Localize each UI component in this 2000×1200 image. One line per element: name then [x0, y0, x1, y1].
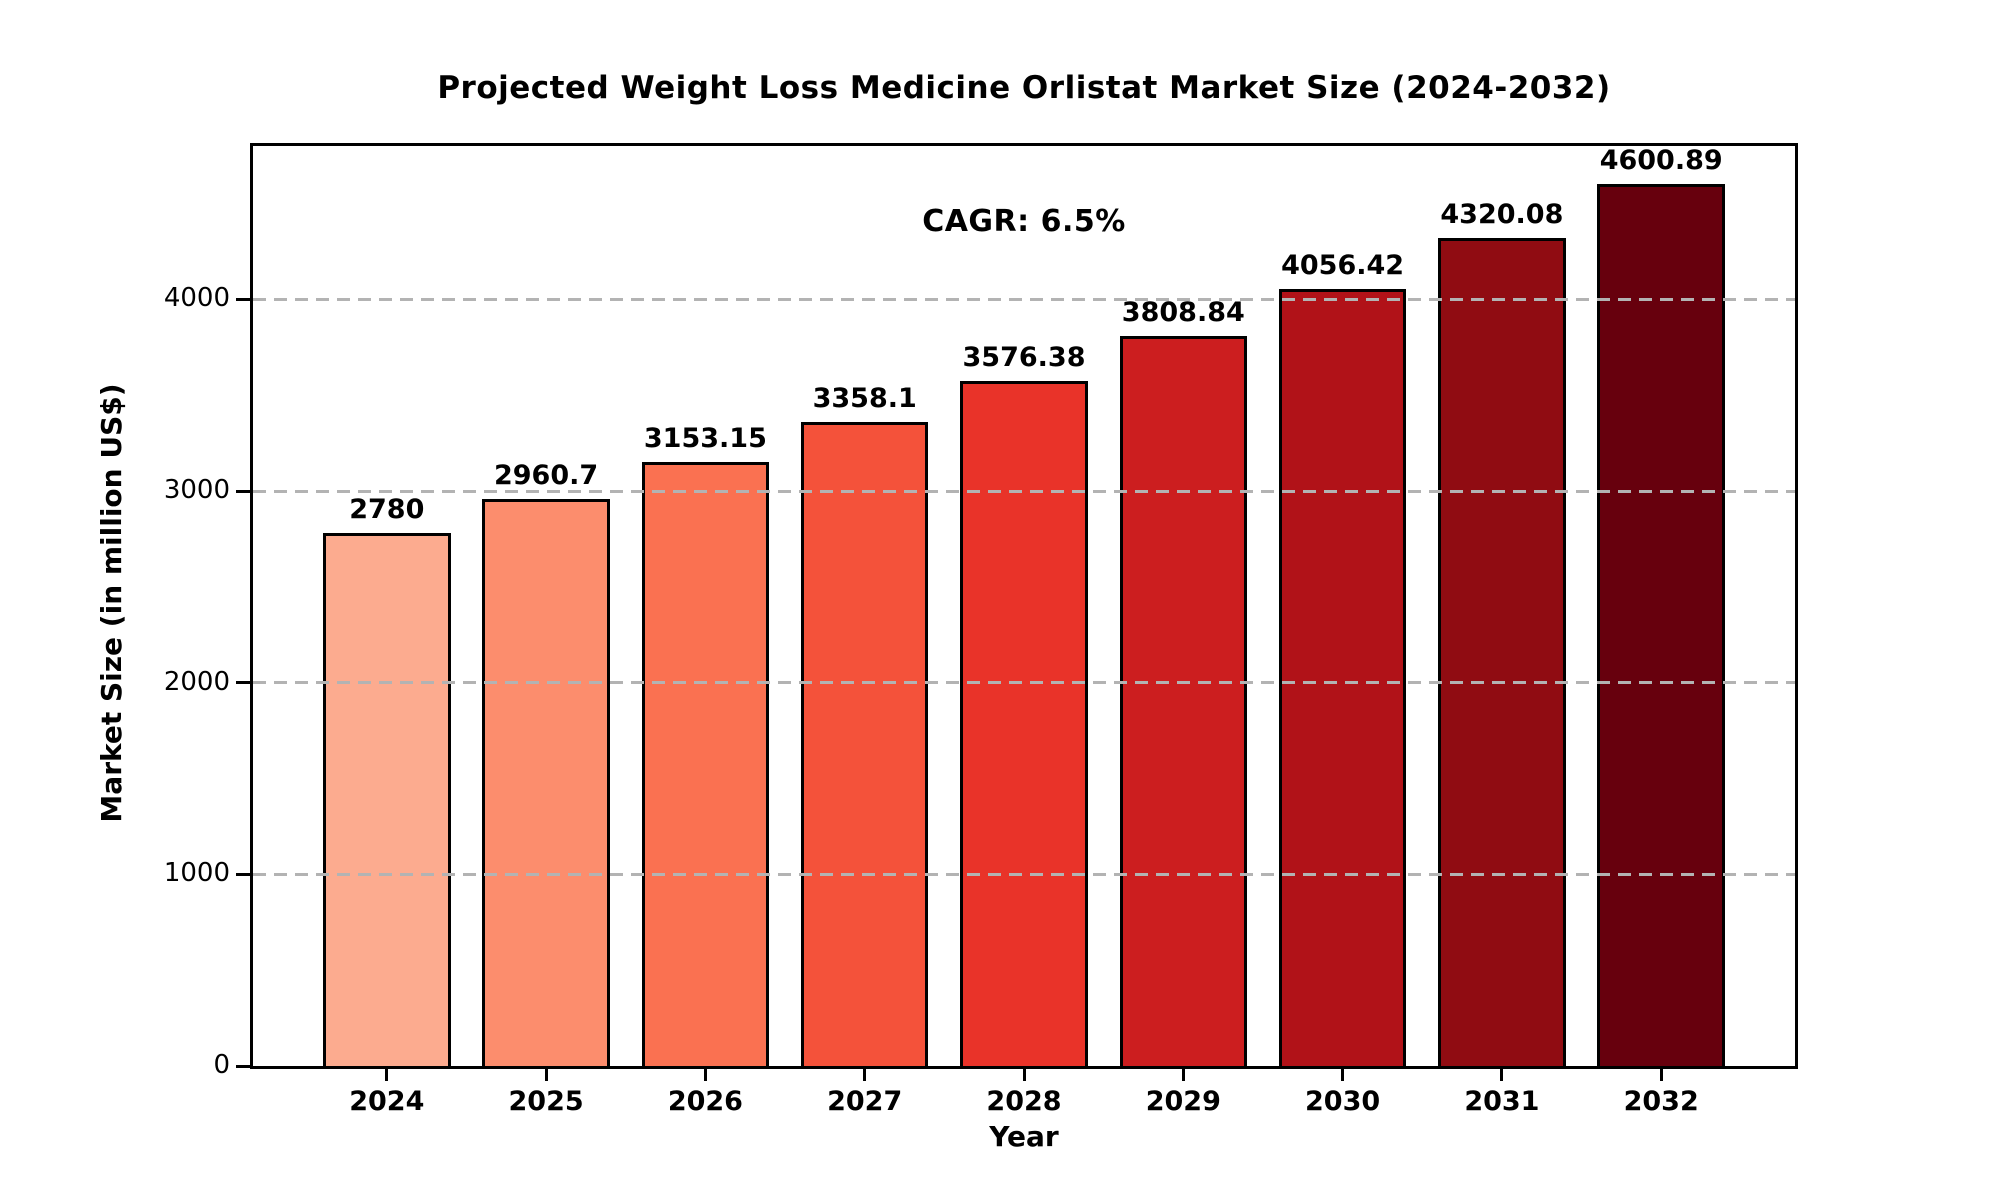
bar — [482, 498, 610, 1066]
x-tick-label: 2032 — [1623, 1086, 1699, 1117]
gridline — [253, 297, 1795, 301]
y-tick-label: 0 — [213, 1050, 230, 1080]
y-tick-mark — [236, 872, 250, 876]
gridline — [253, 681, 1795, 685]
y-tick-mark — [236, 1064, 250, 1068]
bar-value-label: 2960.7 — [493, 459, 599, 491]
x-tick-label: 2030 — [1305, 1086, 1381, 1117]
bar-value-label: 2780 — [349, 494, 425, 526]
x-tick-label: 2024 — [349, 1086, 425, 1117]
x-tick-mark — [1341, 1069, 1345, 1081]
plot-inner: 2780 2960.7 3153.15 3358.1 3576.38 3808.84 405… — [253, 145, 1795, 1066]
x-tick-mark — [703, 1069, 707, 1081]
bar-value-label: 4056.42 — [1281, 249, 1405, 281]
gridline — [253, 872, 1795, 876]
y-tick-label: 4000 — [163, 283, 230, 314]
x-tick-label: 2029 — [1145, 1086, 1221, 1117]
y-axis-label: Market Size (in million US$) — [95, 383, 128, 823]
bar-value-label: 3576.38 — [962, 341, 1086, 373]
y-tick-mark — [236, 297, 250, 301]
bar — [800, 422, 929, 1066]
chart-title: Projected Weight Loss Medicine Orlistat … — [437, 70, 1611, 106]
x-tick-mark — [1500, 1069, 1504, 1081]
x-tick-mark — [385, 1069, 389, 1081]
x-tick-mark — [863, 1069, 867, 1081]
cagr-annotation: CAGR: 6.5% — [922, 204, 1126, 239]
bar — [1597, 184, 1725, 1066]
bar-value-label: 3153.15 — [643, 422, 767, 454]
x-tick-label: 2026 — [667, 1086, 743, 1117]
bar — [641, 461, 770, 1066]
bar — [323, 533, 451, 1066]
plot-area: 2780 2960.7 3153.15 3358.1 3576.38 3808.84 405… — [250, 143, 1798, 1069]
x-tick-mark — [544, 1069, 548, 1081]
bar-value-label: 4320.08 — [1440, 199, 1564, 230]
bar — [960, 380, 1088, 1066]
bar — [1438, 238, 1566, 1066]
y-tick-label: 2000 — [163, 666, 230, 697]
y-tick-mark — [236, 489, 250, 493]
bar — [1119, 335, 1248, 1066]
y-tick-mark — [236, 681, 250, 685]
bar-value-label: 4600.89 — [1599, 145, 1723, 177]
x-tick-label: 2031 — [1464, 1086, 1540, 1117]
x-tick-label: 2025 — [508, 1086, 584, 1117]
y-tick-label: 3000 — [163, 475, 230, 505]
x-tick-label: 2027 — [827, 1086, 903, 1117]
x-tick-mark — [1022, 1069, 1026, 1081]
gridline — [253, 489, 1795, 493]
x-tick-mark — [1181, 1069, 1185, 1081]
x-tick-mark — [1659, 1069, 1663, 1081]
x-axis-label: Year — [989, 1120, 1059, 1153]
bar-value-label: 3358.1 — [812, 383, 917, 415]
bar — [1278, 288, 1407, 1066]
y-tick-label: 1000 — [163, 858, 230, 889]
bar-value-label: 3808.84 — [1121, 296, 1245, 328]
x-tick-label: 2028 — [986, 1086, 1062, 1117]
